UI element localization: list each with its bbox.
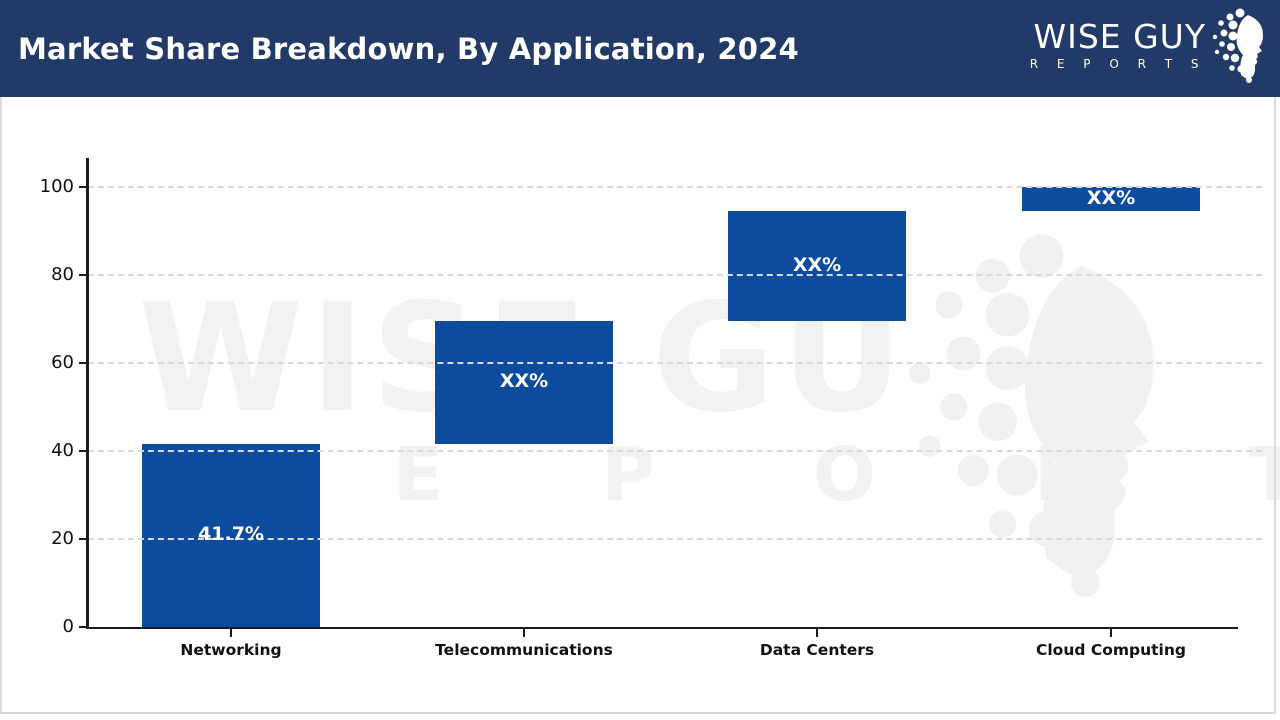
bar-telecommunications: [435, 321, 613, 444]
y-tick-mark: [79, 362, 87, 365]
gridline-20: [88, 538, 1262, 540]
x-tick-label-networking: Networking: [180, 641, 282, 659]
y-tick-mark: [79, 626, 87, 629]
x-tick-mark: [816, 629, 819, 637]
y-axis-line: [86, 158, 89, 628]
x-tick-label-telecommunications: Telecommunications: [435, 641, 613, 659]
wiseguy-logo-reports: R E P O R T S: [1029, 57, 1206, 71]
y-tick-label: 100: [39, 176, 74, 197]
x-tick-mark: [230, 629, 233, 637]
y-tick-mark: [79, 450, 87, 453]
y-tick-mark: [79, 274, 87, 277]
x-tick-label-data-centers: Data Centers: [759, 641, 875, 659]
bar-value-label: XX%: [1086, 187, 1136, 210]
wiseguy-logo-text: WISE GUY R E P O R T S: [1030, 20, 1206, 72]
bar-networking: [142, 443, 320, 627]
x-tick-label-cloud-computing: Cloud Computing: [1035, 641, 1187, 659]
gridline-60: [88, 362, 1262, 364]
bar-data-centers: [728, 211, 906, 322]
dotted-head-icon: [1206, 6, 1266, 90]
y-tick-mark: [79, 186, 87, 189]
gridline-80: [88, 274, 1262, 276]
y-tick-label: 20: [51, 528, 74, 549]
header: Market Share Breakdown, By Application, …: [0, 0, 1280, 97]
gridline-100: [88, 186, 1262, 188]
bar-value-label: XX%: [499, 370, 549, 393]
y-tick-mark: [79, 538, 87, 541]
wiseguy-logo-wordmark: WISE GUY: [1033, 17, 1206, 56]
y-tick-label: 80: [51, 264, 74, 285]
x-tick-mark: [1110, 629, 1113, 637]
gridline-40: [88, 450, 1262, 452]
y-tick-label: 0: [62, 616, 74, 637]
bar-value-label: 41.7%: [198, 523, 264, 546]
bar-cloud-computing: [1022, 187, 1200, 212]
bar-value-label: XX%: [792, 254, 842, 277]
y-tick-label: 60: [51, 352, 74, 373]
y-tick-label: 40: [51, 440, 74, 461]
page-title: Market Share Breakdown, By Application, …: [18, 31, 799, 66]
x-tick-mark: [523, 629, 526, 637]
wiseguy-logo: WISE GUY R E P O R T S: [1028, 0, 1268, 97]
x-axis-line: [86, 626, 1238, 629]
watermark-head-icon: [872, 222, 1172, 606]
